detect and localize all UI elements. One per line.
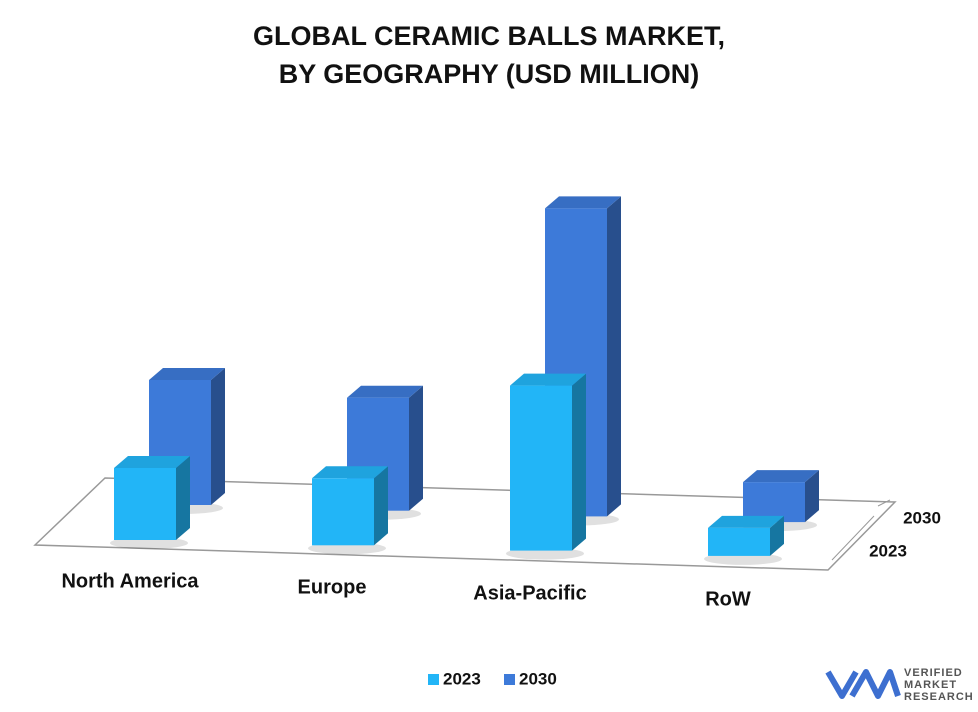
logo-text: RESEARCH: [904, 691, 974, 703]
bar-top: [347, 385, 423, 398]
legend-label: 2023: [443, 669, 481, 688]
logo: VERIFIED MARKET RESEARCH: [825, 667, 974, 703]
legend-swatch: [428, 674, 439, 685]
bar-top: [312, 466, 388, 479]
chart-title: BY GEOGRAPHY (USD MILLION): [279, 59, 700, 89]
bar: [708, 527, 770, 556]
bar-top: [545, 196, 621, 209]
bar: [510, 385, 572, 551]
x-tick-label: Asia-Pacific: [473, 582, 586, 604]
bar-top: [510, 373, 586, 386]
x-tick-label: North America: [61, 570, 199, 592]
bar-side: [607, 196, 621, 517]
depth-label: 2030: [903, 508, 941, 527]
bar: [114, 468, 176, 540]
bar-top: [114, 456, 190, 468]
bar-top: [708, 515, 784, 528]
legend-swatch: [504, 674, 515, 685]
bar-side: [770, 515, 784, 556]
legend-label: 2030: [519, 669, 557, 688]
bar-side: [211, 368, 225, 505]
logo-text: MARKET: [904, 679, 957, 691]
logo-text: VERIFIED: [904, 667, 963, 679]
bar-side: [572, 373, 586, 551]
bar-side: [176, 456, 190, 540]
depth-axis: [831, 499, 891, 561]
depth-label: 2023: [869, 541, 907, 560]
x-tick-label: Europe: [298, 576, 367, 598]
chart-title: GLOBAL CERAMIC BALLS MARKET,: [253, 21, 725, 51]
bar: [312, 478, 374, 546]
bar: [743, 482, 805, 523]
floor: [33, 477, 897, 571]
bar-top: [743, 470, 819, 483]
bar-side: [409, 385, 423, 511]
bar-top: [149, 368, 225, 380]
bar-side: [805, 470, 819, 523]
bar-side: [374, 466, 388, 546]
x-tick-label: RoW: [705, 588, 751, 610]
logo-mark: [825, 669, 901, 699]
